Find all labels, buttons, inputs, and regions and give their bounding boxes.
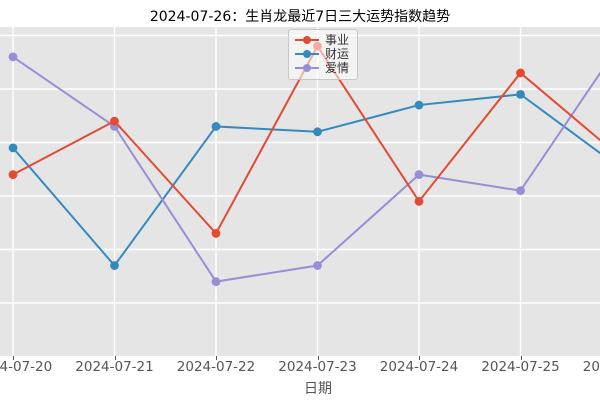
plot-area <box>0 27 600 356</box>
line-chart <box>0 27 600 356</box>
x-tick-label: 2024-07-22 <box>176 359 256 375</box>
data-point-career <box>110 116 119 126</box>
legend-item-career: 事业 <box>295 33 349 47</box>
series-line-wealth <box>12 93 600 268</box>
x-tick <box>520 356 522 360</box>
legend-marker-love <box>295 64 319 72</box>
x-tick-label: 2024-07-21 <box>75 359 154 375</box>
x-tick <box>13 356 14 360</box>
data-point-love <box>8 52 18 62</box>
data-point-wealth <box>8 143 18 153</box>
legend: 事业 财运 爱情 <box>288 29 359 80</box>
data-point-career <box>516 68 525 78</box>
data-point-career <box>414 196 424 206</box>
data-point-love <box>516 186 525 196</box>
data-point-wealth <box>313 127 322 137</box>
data-point-wealth <box>414 100 424 110</box>
data-point-wealth <box>211 122 221 131</box>
x-tick <box>216 356 217 360</box>
x-tick-label: 2024-07-25 <box>481 359 560 375</box>
x-tick-label: 2024-07-26 <box>582 359 600 375</box>
x-tick-label: 2024-07-20 <box>0 359 53 375</box>
chart-title: 2024-07-26：生肖龙最近7日三大运势指数趋势 <box>149 9 451 25</box>
legend-label-career: 事业 <box>325 33 350 47</box>
x-tick <box>419 356 420 360</box>
data-point-wealth <box>110 261 119 270</box>
x-tick-label: 2024-07-24 <box>379 359 459 375</box>
legend-label-wealth: 财运 <box>325 47 350 61</box>
x-tick <box>317 356 319 360</box>
data-point-wealth <box>516 89 525 99</box>
legend-item-wealth: 财运 <box>295 47 349 61</box>
data-point-love <box>313 261 322 270</box>
legend-marker-career <box>295 36 319 44</box>
data-point-love <box>414 170 424 180</box>
x-axis-title: 日期 <box>304 381 332 397</box>
legend-marker-wealth <box>295 50 319 58</box>
x-tick <box>114 356 116 360</box>
x-tick-label: 2024-07-23 <box>278 359 357 375</box>
legend-item-love: 爱情 <box>295 61 349 75</box>
data-point-career <box>8 170 18 180</box>
data-point-love <box>211 277 221 286</box>
data-point-career <box>211 229 221 238</box>
legend-label-love: 爱情 <box>325 61 350 75</box>
